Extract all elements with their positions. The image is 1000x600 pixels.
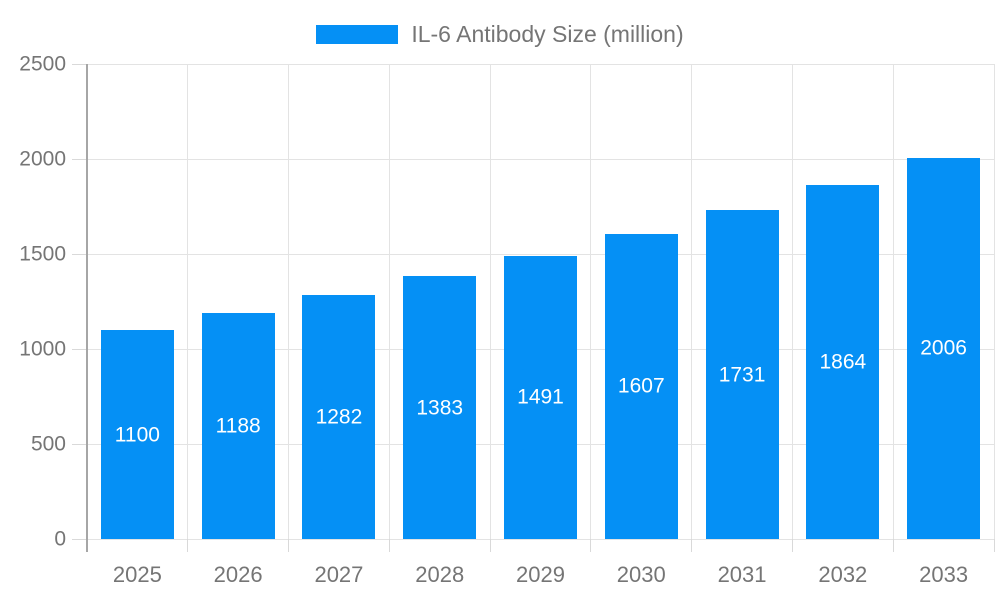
gridline-vertical xyxy=(590,64,592,539)
bar xyxy=(504,255,577,539)
y-axis-tick-label: 0 xyxy=(54,527,66,551)
gridline-horizontal xyxy=(87,253,994,255)
x-axis-tick xyxy=(892,539,894,552)
gridline-horizontal xyxy=(87,538,994,540)
bar xyxy=(806,184,880,539)
x-axis-tick xyxy=(791,539,793,552)
x-axis-tick-label: 2026 xyxy=(213,562,263,587)
gridline-vertical xyxy=(791,64,793,539)
x-axis-tick xyxy=(691,539,693,552)
y-axis-tick-label: 2500 xyxy=(19,52,66,76)
bar xyxy=(604,233,678,539)
bar xyxy=(302,295,376,539)
bar-value-label: 2006 xyxy=(920,336,967,360)
bar xyxy=(201,313,275,539)
gridline-vertical xyxy=(288,64,290,539)
gridline-vertical xyxy=(187,64,189,539)
x-axis-tick-label: 2028 xyxy=(415,562,465,587)
y-axis-tick xyxy=(72,443,87,445)
bar-value-label: 1188 xyxy=(215,414,261,438)
x-axis-tick-label: 2030 xyxy=(616,562,666,587)
x-axis-tick-label: 2031 xyxy=(717,562,767,587)
x-axis-tick xyxy=(590,539,592,552)
x-axis-tick-label: 2032 xyxy=(818,562,868,587)
gridline-vertical xyxy=(892,64,894,539)
x-axis-tick xyxy=(993,539,995,552)
y-axis-tick xyxy=(72,63,87,65)
bar-value-label: 1607 xyxy=(617,374,665,398)
bar-value-label: 1731 xyxy=(718,363,766,387)
gridline-vertical xyxy=(388,64,390,539)
x-axis-tick-label: 2027 xyxy=(314,562,364,587)
bar-value-label: 1282 xyxy=(315,405,363,429)
gridline-vertical xyxy=(993,64,995,539)
x-axis-tick xyxy=(388,539,390,552)
bar-value-label: 1491 xyxy=(517,385,564,409)
y-axis-tick-label: 1500 xyxy=(19,242,66,266)
legend-swatch xyxy=(316,24,399,44)
x-axis-tick xyxy=(187,539,189,552)
bar-value-label: 1864 xyxy=(819,350,867,374)
gridline-horizontal xyxy=(87,158,994,160)
x-axis-tick-label: 2029 xyxy=(516,562,565,587)
gridline-horizontal xyxy=(87,63,994,65)
x-axis-tick xyxy=(288,539,290,552)
bar xyxy=(100,330,174,539)
bar xyxy=(403,276,477,539)
y-axis-tick xyxy=(72,158,87,160)
bar xyxy=(705,210,779,539)
legend: IL-6 Antibody Size (million) xyxy=(0,20,1000,48)
y-axis-tick xyxy=(72,253,87,255)
y-axis-tick-label: 2000 xyxy=(19,147,66,171)
y-axis-line xyxy=(86,64,88,552)
bar-value-label: 1100 xyxy=(114,423,160,446)
x-axis-tick-label: 2025 xyxy=(112,562,162,587)
bar xyxy=(907,157,981,539)
y-axis-tick-label: 500 xyxy=(30,432,66,456)
y-axis-tick xyxy=(72,538,87,540)
legend-label: IL-6 Antibody Size (million) xyxy=(411,20,684,47)
y-axis-tick-label: 1000 xyxy=(19,337,66,361)
bar-value-label: 1383 xyxy=(416,396,464,420)
x-axis-tick-label: 2033 xyxy=(919,562,969,587)
y-axis-tick xyxy=(72,348,87,350)
x-axis-tick xyxy=(489,539,491,552)
gridline-vertical xyxy=(489,64,491,539)
gridline-vertical xyxy=(691,64,693,539)
